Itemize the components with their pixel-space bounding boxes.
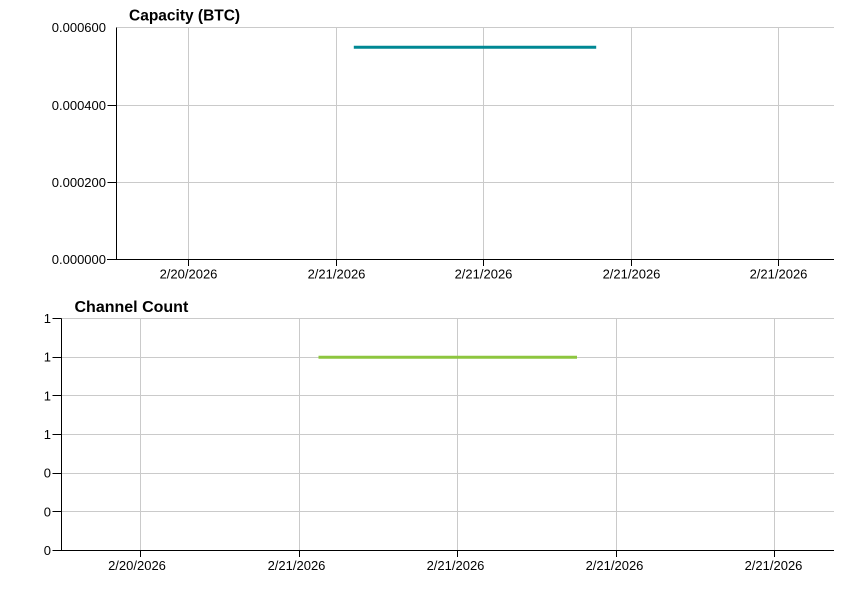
svg-text:1: 1	[44, 350, 51, 365]
svg-text:Capacity (BTC): Capacity (BTC)	[129, 8, 240, 25]
svg-text:2/21/2026: 2/21/2026	[268, 558, 326, 573]
svg-text:0.000400: 0.000400	[52, 98, 106, 113]
svg-text:2/21/2026: 2/21/2026	[750, 267, 808, 282]
svg-text:1: 1	[44, 388, 51, 403]
svg-text:0: 0	[44, 504, 51, 519]
svg-text:2/21/2026: 2/21/2026	[455, 267, 513, 282]
svg-text:2/21/2026: 2/21/2026	[586, 558, 644, 573]
svg-text:0.000600: 0.000600	[52, 20, 106, 35]
svg-text:0.000000: 0.000000	[52, 252, 106, 267]
svg-text:0.000200: 0.000200	[52, 175, 106, 190]
svg-text:Channel Count: Channel Count	[75, 299, 189, 316]
svg-text:1: 1	[44, 427, 51, 442]
svg-text:0: 0	[44, 466, 51, 481]
svg-text:2/21/2026: 2/21/2026	[745, 558, 803, 573]
svg-text:2/21/2026: 2/21/2026	[603, 267, 661, 282]
svg-text:2/20/2026: 2/20/2026	[160, 267, 218, 282]
svg-text:2/21/2026: 2/21/2026	[308, 267, 366, 282]
svg-text:1: 1	[44, 311, 51, 326]
svg-text:2/20/2026: 2/20/2026	[108, 558, 166, 573]
svg-text:2/21/2026: 2/21/2026	[427, 558, 485, 573]
svg-text:0: 0	[44, 543, 51, 558]
